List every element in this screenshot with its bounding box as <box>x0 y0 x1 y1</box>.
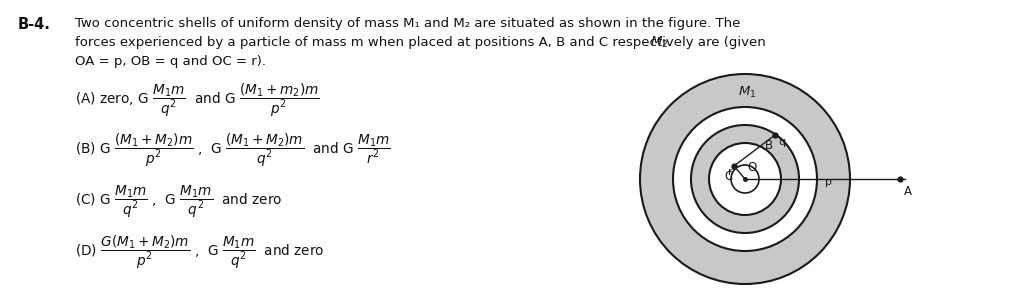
Text: (D) $\dfrac{G(M_1 + M_2)m}{p^2}$ ,  G $\dfrac{M_1m}{q^2}$  and zero: (D) $\dfrac{G(M_1 + M_2)m}{p^2}$ , G $\d… <box>75 234 325 271</box>
Text: $M_2$: $M_2$ <box>650 35 669 50</box>
Circle shape <box>640 74 850 284</box>
Text: (B) G $\dfrac{(M_1 + M_2)m}{p^2}$ ,  G $\dfrac{(M_1 + M_2)m}{q^2}$  and G $\dfra: (B) G $\dfrac{(M_1 + M_2)m}{p^2}$ , G $\… <box>75 132 391 169</box>
Circle shape <box>731 165 759 193</box>
Text: OA = p, OB = q and OC = r).: OA = p, OB = q and OC = r). <box>75 55 266 68</box>
Text: $M_1$: $M_1$ <box>738 85 757 100</box>
Text: O: O <box>746 161 757 174</box>
Circle shape <box>691 125 799 233</box>
Text: B-4.: B-4. <box>18 17 51 32</box>
Text: Two concentric shells of uniform density of mass M₁ and M₂ are situated as shown: Two concentric shells of uniform density… <box>75 17 740 30</box>
Text: A: A <box>904 185 912 198</box>
Text: forces experienced by a particle of mass m when placed at positions A, B and C r: forces experienced by a particle of mass… <box>75 36 766 49</box>
Circle shape <box>709 143 781 215</box>
Text: p: p <box>825 177 831 187</box>
Text: q: q <box>778 137 785 147</box>
Text: C: C <box>725 170 733 183</box>
Text: (C) G $\dfrac{M_1m}{q^2}$ ,  G $\dfrac{M_1m}{q^2}$  and zero: (C) G $\dfrac{M_1m}{q^2}$ , G $\dfrac{M_… <box>75 184 283 220</box>
Circle shape <box>673 107 817 251</box>
Text: r: r <box>728 167 733 177</box>
Text: (A) zero, G $\dfrac{M_1m}{q^2}$  and G $\dfrac{(M_1 + m_2)m}{p^2}$: (A) zero, G $\dfrac{M_1m}{q^2}$ and G $\… <box>75 82 319 119</box>
Text: B: B <box>765 139 773 152</box>
